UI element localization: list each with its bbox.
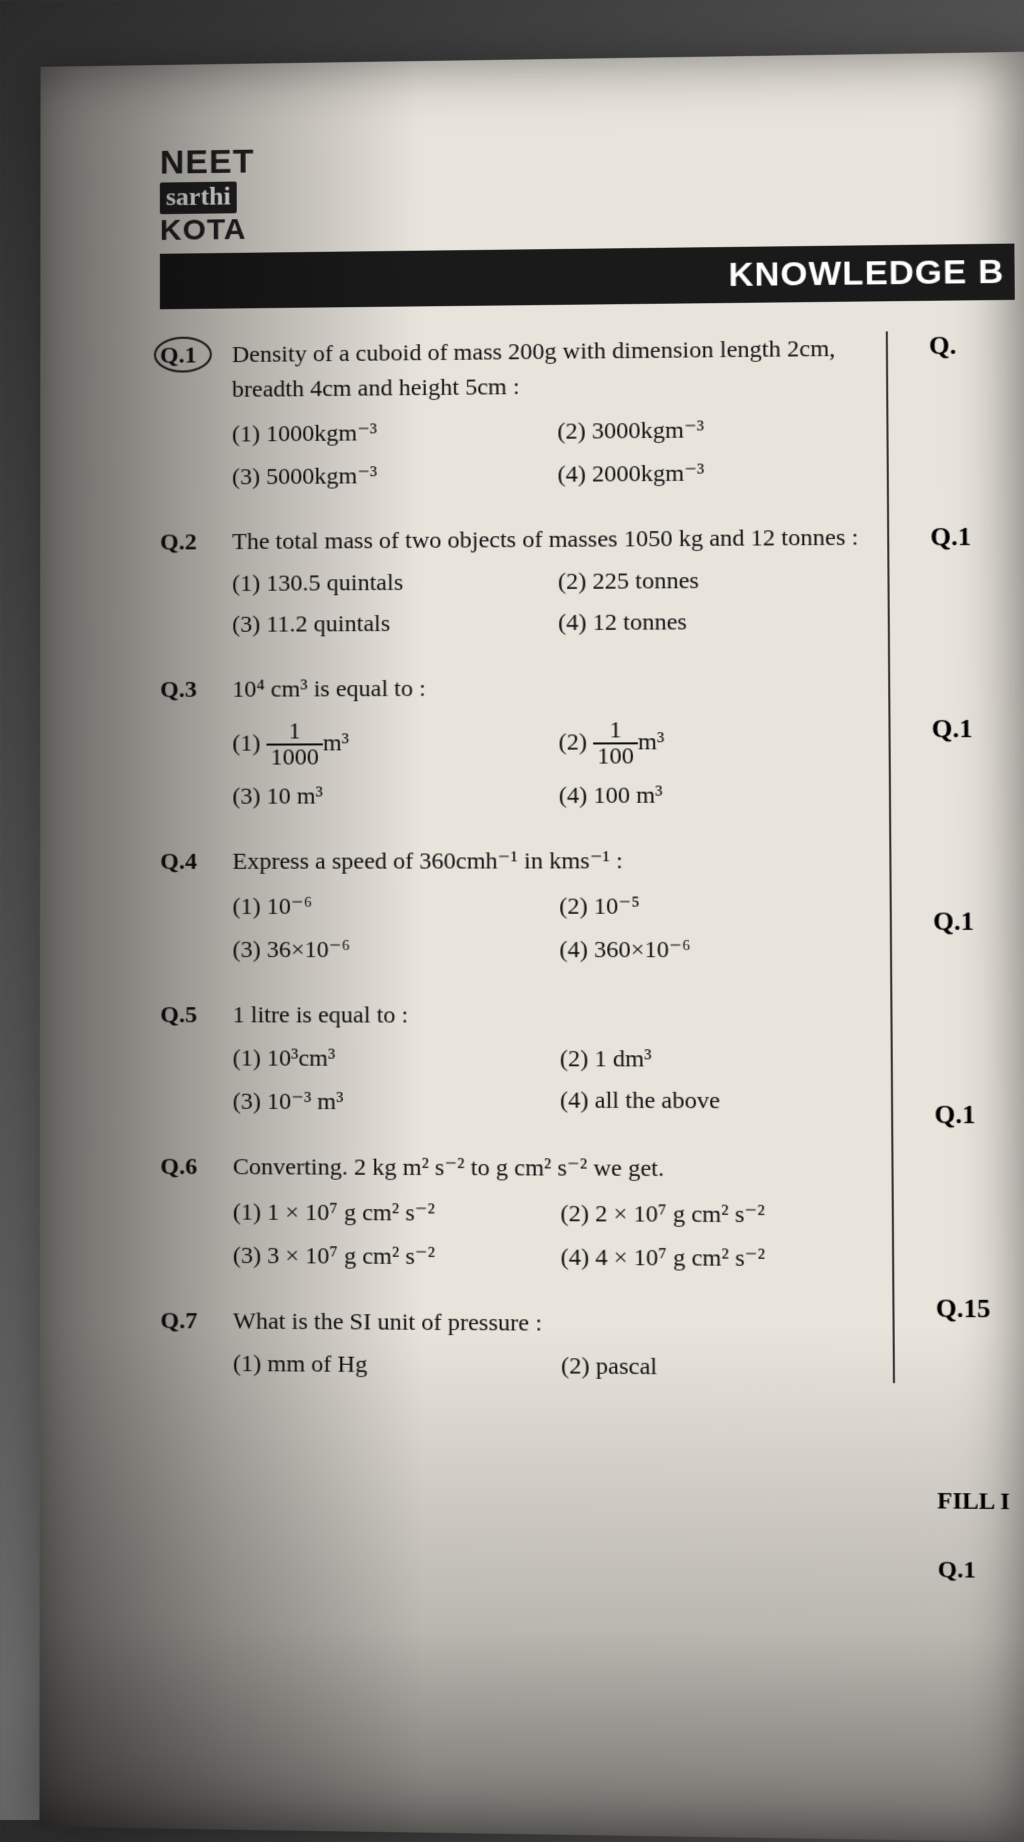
brand-sarthi: sarthi <box>160 182 237 215</box>
q3-opt2-den: 100 <box>593 745 638 769</box>
side-q-label-5: Q.1 <box>934 1100 1024 1131</box>
q3-opt4: (4) 100 m³ <box>559 782 869 810</box>
q3-opt2-num: 1 <box>593 718 638 744</box>
q3-opt1: (1) 1 1000 m³ <box>232 719 538 770</box>
q3-opt1-label: (1) <box>232 730 260 756</box>
q2-opt3: (3) 11.2 quintals <box>232 611 538 640</box>
q7-text: What is the SI unit of pressure : <box>233 1304 872 1344</box>
q4-opt2: (2) 10⁻⁵ <box>559 891 869 921</box>
q3-opt2-label: (2) <box>559 729 588 755</box>
q1-opt3: (3) 5000kgm⁻³ <box>232 460 537 491</box>
q3-opt2: (2) 1 100 m³ <box>558 717 868 768</box>
q4-number: Q.4 <box>160 845 216 880</box>
q3-opt2-suffix: m³ <box>638 729 664 755</box>
q7-opt1: (1) mm of Hg <box>233 1351 541 1381</box>
q5-number: Q.5 <box>160 998 216 1033</box>
q1-number: Q.1 <box>160 338 216 408</box>
q2-opt2: (2) 225 tonnes <box>558 567 867 596</box>
q5-opt2: (2) 1 dm³ <box>560 1046 870 1074</box>
q6-opt3: (3) 3 × 10⁷ g cm² s⁻² <box>233 1240 540 1271</box>
page: NEET sarthi KOTA KNOWLEDGE B Q.1 Density… <box>39 52 1024 1842</box>
side-q-label-1: Q. <box>929 330 1024 361</box>
q5-opt3: (3) 10⁻³ m³ <box>233 1086 540 1116</box>
side-q-label-3: Q.1 <box>932 714 1024 745</box>
side-q-label-4: Q.1 <box>933 906 1024 937</box>
side-q-label-6: Q.15 <box>936 1293 1024 1324</box>
q4-opt1: (1) 10⁻⁶ <box>232 892 538 921</box>
q6-opt4: (4) 4 × 10⁷ g cm² s⁻² <box>561 1242 872 1273</box>
side-fill: FILL I <box>937 1488 1024 1517</box>
q4-opt4: (4) 360×10⁻⁶ <box>559 935 869 964</box>
q3-number: Q.3 <box>160 673 216 708</box>
q1-text: Density of a cuboid of mass 200g with di… <box>232 332 866 408</box>
q6-number: Q.6 <box>160 1150 216 1185</box>
q3-text: 10⁴ cm³ is equal to : <box>232 670 868 708</box>
q3-opt3: (3) 10 m³ <box>232 783 538 811</box>
questions-column: Q.1 Density of a cuboid of mass 200g wit… <box>160 331 895 1383</box>
question-5: Q.5 1 litre is equal to : (1) 10³cm³ (2)… <box>160 998 870 1117</box>
q5-opt1: (1) 10³cm³ <box>233 1045 540 1073</box>
q4-text: Express a speed of 360cmh⁻¹ in kms⁻¹ : <box>232 844 869 880</box>
brand-block: NEET sarthi KOTA <box>160 132 1014 248</box>
q7-number: Q.7 <box>160 1303 216 1338</box>
bottom-shadow <box>39 1321 1024 1842</box>
q2-opt4: (4) 12 tonnes <box>558 609 867 638</box>
brand-kota: KOTA <box>160 203 1014 247</box>
q6-opt1: (1) 1 × 10⁷ g cm² s⁻² <box>233 1197 540 1228</box>
question-4: Q.4 Express a speed of 360cmh⁻¹ in kms⁻¹… <box>160 844 869 964</box>
side-q-label-2: Q.1 <box>930 521 1024 552</box>
fraction-icon: 1 100 <box>593 718 638 768</box>
q3-opt1-suffix: m³ <box>323 730 349 756</box>
q4-opt3: (3) 36×10⁻⁶ <box>233 935 540 964</box>
q1-opt2: (2) 3000kgm⁻³ <box>557 414 866 446</box>
content-area: Q.1 Density of a cuboid of mass 200g wit… <box>160 330 1024 1384</box>
q2-opt1: (1) 130.5 quintals <box>232 569 538 598</box>
q3-opt1-num: 1 <box>266 720 322 746</box>
question-6: Q.6 Converting. 2 kg m² s⁻² to g cm² s⁻²… <box>160 1150 871 1274</box>
q3-opt1-den: 1000 <box>266 746 322 770</box>
brand-neet: NEET <box>160 132 1014 182</box>
question-3: Q.3 10⁴ cm³ is equal to : (1) 1 1000 m³ … <box>160 670 868 811</box>
side-q1: Q.1 <box>938 1557 1024 1586</box>
right-margin-column: Q. Q.1 Q.1 Q.1 Q.1 Q.15 FILL I Q.1 <box>908 330 1024 1586</box>
q1-opt4: (4) 2000kgm⁻³ <box>557 457 866 489</box>
q5-opt4: (4) all the above <box>560 1087 871 1117</box>
q2-number: Q.2 <box>160 525 216 560</box>
question-1: Q.1 Density of a cuboid of mass 200g wit… <box>160 332 866 492</box>
fraction-icon: 1 1000 <box>266 720 322 770</box>
banner-text: KNOWLEDGE B <box>728 252 1004 294</box>
q6-text: Converting. 2 kg m² s⁻² to g cm² s⁻² we … <box>233 1150 871 1188</box>
q2-text: The total mass of two objects of masses … <box>232 520 867 559</box>
q1-opt1: (1) 1000kgm⁻³ <box>232 417 537 449</box>
question-7: Q.7 What is the SI unit of pressure : (1… <box>160 1303 872 1383</box>
question-2: Q.2 The total mass of two objects of mas… <box>160 520 867 639</box>
q5-text: 1 litre is equal to : <box>233 998 870 1034</box>
knowledge-banner: KNOWLEDGE B <box>160 244 1015 310</box>
q7-opt2: (2) pascal <box>561 1354 872 1384</box>
q6-opt2: (2) 2 × 10⁷ g cm² s⁻² <box>560 1198 871 1229</box>
